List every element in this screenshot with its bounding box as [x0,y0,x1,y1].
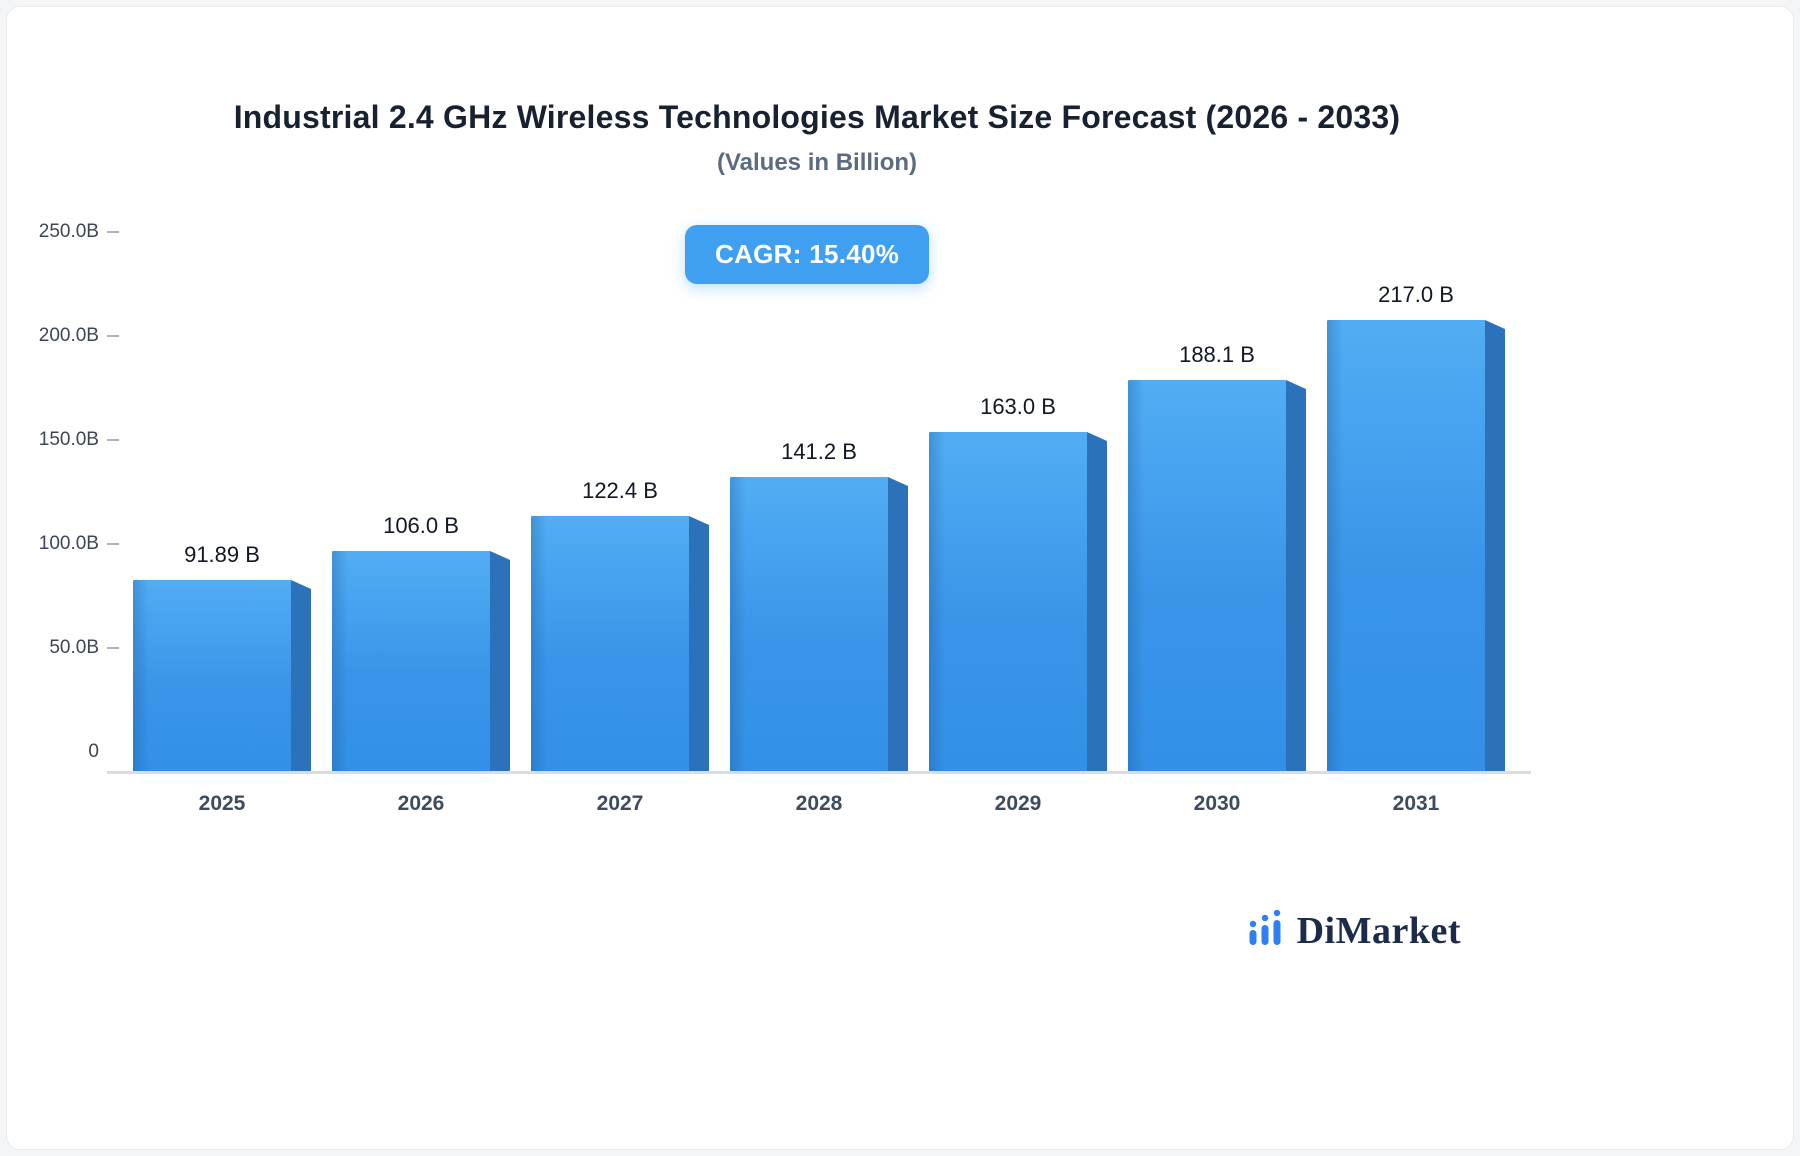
bar-2027[interactable] [531,516,709,771]
y-tick-label: 100.0B [38,533,99,554]
bar-2031[interactable] [1327,320,1505,771]
y-tick-label: 0 [88,741,99,762]
bar-side-3d [689,516,709,771]
y-axis-tick: 150.0B [15,429,119,451]
bar-group: 91.89 B [133,542,311,771]
x-axis-label: 2031 [1392,792,1440,815]
bar-face [133,580,291,771]
y-tick-mark [107,647,119,649]
y-axis-tick: 100.0B [15,533,119,555]
bar-value-label: 163.0 B [980,394,1056,419]
x-axis-label: 2028 [795,792,843,815]
y-tick-label: 250.0B [38,221,99,242]
x-axis-labels: 2025 2026 2027 2028 2029 2030 2031 [107,792,1531,816]
bar-group: 217.0 B [1327,282,1505,771]
bar-group: 106.0 B [332,513,510,771]
brand-logo-text: DiMarket [1296,909,1461,952]
bar-2028[interactable] [730,477,908,771]
plot-area: 91.89 B 106.0 B 122.4 B 141.2 B 163.0 B [107,254,1531,774]
bar-group: 188.1 B [1128,342,1306,771]
bar-group: 122.4 B [531,478,709,771]
bar-value-label: 217.0 B [1378,282,1454,307]
bar-side-3d [490,551,510,771]
chart-title: Industrial 2.4 GHz Wireless Technologies… [233,99,1401,135]
y-tick-label: 150.0B [38,429,99,450]
bars-container: 91.89 B 106.0 B 122.4 B 141.2 B 163.0 B [107,254,1531,771]
bar-face [929,432,1087,771]
bar-2030[interactable] [1128,380,1306,771]
bar-side-3d [888,477,908,771]
brand-logo[interactable]: DiMarket [1245,907,1461,954]
y-tick-mark [107,231,119,233]
bar-face [531,516,689,771]
bar-chart-icon [1245,907,1287,954]
chart-canvas: Industrial 2.4 GHz Wireless Technologies… [6,6,1794,1150]
y-tick-label: 200.0B [38,325,99,346]
bar-side-3d [1087,432,1107,771]
y-axis-tick: 250.0B [15,221,119,243]
cagr-badge: CAGR: 15.40% [685,225,930,284]
bar-2025[interactable] [133,580,311,771]
y-tick-mark [107,439,119,441]
bar-2026[interactable] [332,551,510,771]
x-axis-label: 2027 [596,792,644,815]
bar-value-label: 188.1 B [1179,342,1255,367]
bar-value-label: 106.0 B [383,513,459,538]
bar-group: 141.2 B [730,439,908,771]
bar-face [1327,320,1485,771]
y-axis: 250.0B 200.0B 150.0B 100.0B 50.0B 0 [15,221,119,774]
x-axis-label: 2025 [198,792,246,815]
bar-group: 163.0 B [929,394,1107,771]
x-axis-label: 2026 [397,792,445,815]
bar-value-label: 122.4 B [582,478,658,503]
bar-face [1128,380,1286,771]
y-tick-mark [107,335,119,337]
x-axis-label: 2029 [994,792,1042,815]
bar-face [332,551,490,771]
y-tick-mark [107,543,119,545]
bar-2029[interactable] [929,432,1107,771]
bar-side-3d [1485,320,1505,771]
y-axis-tick: 200.0B [15,325,119,347]
y-axis-tick: 0 [15,741,119,763]
bar-value-label: 141.2 B [781,439,857,464]
y-tick-label: 50.0B [49,637,99,658]
y-axis-tick: 50.0B [15,637,119,659]
bar-side-3d [1286,380,1306,771]
bar-value-label: 91.89 B [184,542,260,567]
x-axis-label: 2030 [1193,792,1241,815]
bar-side-3d [291,580,311,771]
chart-subtitle: (Values in Billion) [716,149,918,176]
bar-face [730,477,888,771]
